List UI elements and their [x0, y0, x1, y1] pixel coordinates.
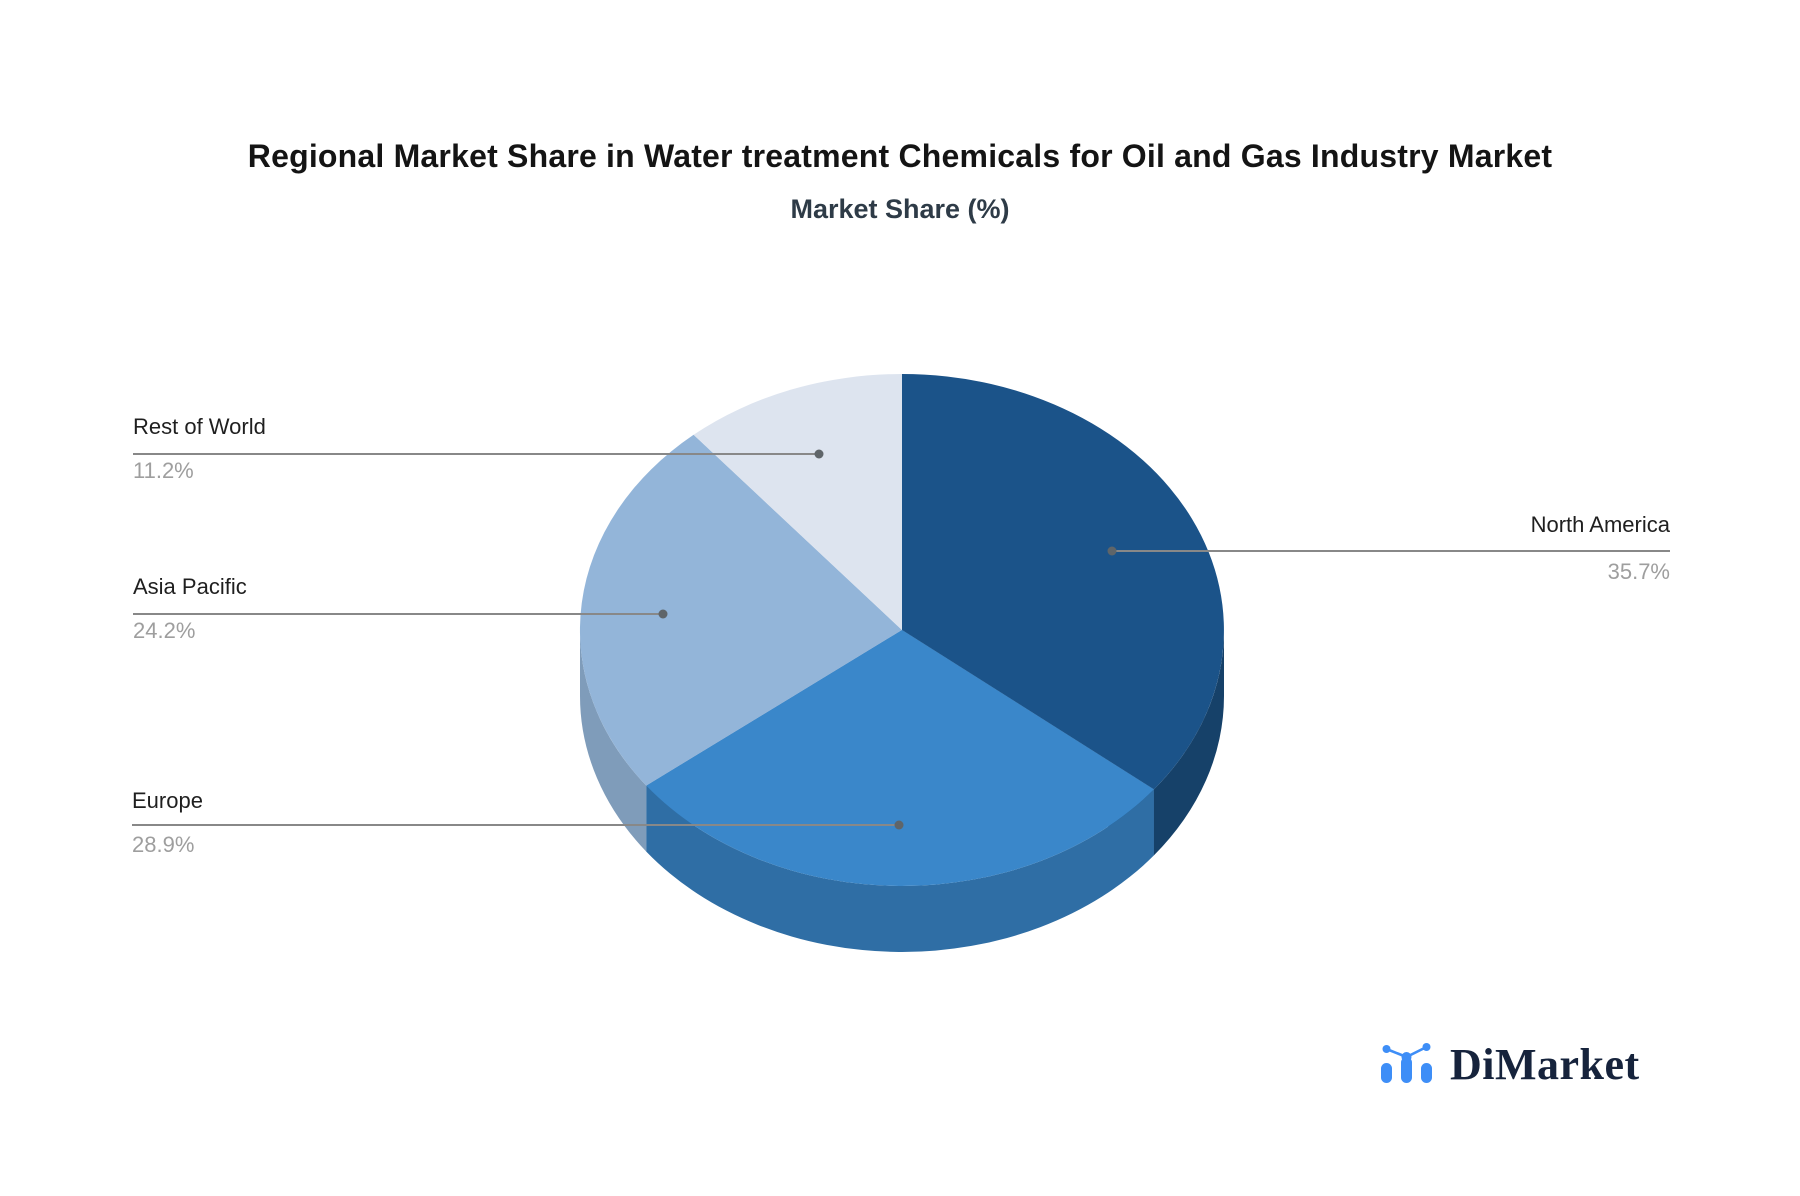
pie-side-asia-pacific [580, 630, 647, 852]
slice-value-asia-pacific: 24.2% [133, 618, 196, 643]
leader-dot-north-america [1107, 546, 1117, 556]
pie-slice-asia-pacific[interactable] [579, 434, 902, 786]
leader-dot-europe [894, 820, 904, 830]
slice-value-rest-of-world: 11.2% [133, 458, 194, 483]
leader-lines [132, 449, 1670, 830]
slice-value-north-america: 35.7% [1607, 559, 1670, 584]
pie-top-slices [579, 374, 1224, 886]
brand-logo-text: DiMarket [1450, 1040, 1640, 1089]
pie-side-north-america [1153, 630, 1224, 856]
slice-label-north-america: North America [1530, 512, 1670, 537]
chart-subtitle: Market Share (%) [790, 194, 1010, 224]
slice-value-europe: 28.9% [132, 832, 195, 857]
leader-dot-asia-pacific [658, 609, 668, 619]
slice-label-rest-of-world: Rest of World [133, 414, 266, 439]
slice-label-asia-pacific: Asia Pacific [133, 574, 247, 599]
pie-3d-sides [580, 630, 1224, 952]
chart-title: Regional Market Share in Water treatment… [247, 138, 1553, 174]
bar-chart-logo-icon [1381, 1043, 1432, 1083]
brand-logo: DiMarket [1378, 1040, 1640, 1088]
pie-slice-rest-of-world[interactable] [693, 374, 902, 630]
leader-dot-rest-of-world [814, 449, 824, 459]
pie-slice-europe[interactable] [646, 630, 1154, 886]
pie-side-europe [646, 785, 1154, 952]
slice-label-europe: Europe [132, 788, 203, 813]
pie-slice-north-america[interactable] [902, 374, 1224, 790]
